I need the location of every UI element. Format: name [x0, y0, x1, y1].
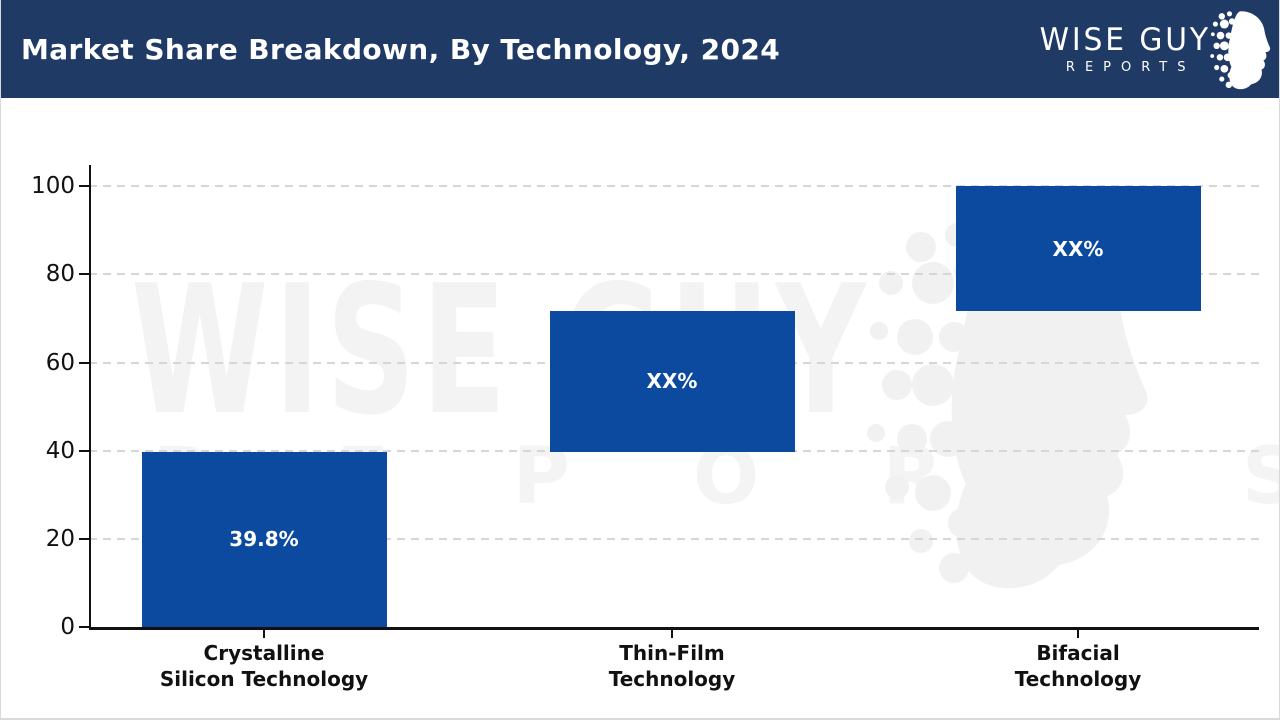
y-tick-label-100: 100 [31, 173, 75, 200]
y-tick-mark-40 [79, 449, 89, 452]
chart-title: Market Share Breakdown, By Technology, 2… [21, 32, 781, 66]
logo-text: WISE GUY REPORTS [1036, 21, 1215, 75]
face-logo-icon [1210, 11, 1271, 90]
bar-segment-2: XX% [549, 311, 795, 452]
y-tick-label-60: 60 [45, 349, 75, 376]
y-tick-label-80: 80 [45, 261, 75, 288]
x-category-label-2-line-1: Thin-Film [619, 641, 725, 665]
gridline-80 [89, 273, 1259, 276]
x-category-label-3-line-1: Bifacial [1036, 641, 1120, 665]
x-category-label-2: Thin-Film Technology [472, 640, 872, 693]
y-tick-mark-0 [79, 626, 89, 628]
wiseguy-reports-logo: WISE GUY REPORTS [1036, 6, 1279, 92]
x-category-label-1-line-1: Crystalline [203, 641, 325, 665]
bar-value-label-2: XX% [646, 369, 698, 394]
x-tick-mark-2 [671, 629, 673, 638]
x-category-label-1: Crystalline Silicon Technology [64, 640, 464, 693]
bar-value-label-1: 39.8% [229, 527, 299, 552]
gridline-100 [89, 185, 1259, 188]
y-tick-label-20: 20 [45, 525, 75, 552]
x-tick-mark-1 [263, 629, 265, 638]
header-bar: Market Share Breakdown, By Technology, 2… [1, 0, 1279, 98]
y-axis-spine [89, 165, 91, 629]
x-tick-mark-3 [1077, 629, 1079, 638]
y-tick-mark-100 [79, 185, 89, 188]
bar-value-label-3: XX% [1052, 236, 1104, 261]
logo-wordmark: WISE GUY [1040, 21, 1212, 58]
bar-segment-3: XX% [955, 186, 1201, 311]
x-category-label-1-line-2: Silicon Technology [159, 667, 369, 692]
y-tick-mark-20 [79, 537, 89, 540]
x-category-label-3: Bifacial Technology [878, 640, 1278, 693]
y-tick-label-40: 40 [45, 437, 75, 464]
logo-subtext: REPORTS [1065, 59, 1196, 75]
y-tick-label-0: 0 [60, 614, 75, 640]
x-axis-spine [89, 627, 1259, 630]
y-tick-mark-60 [79, 361, 89, 364]
gridline-20 [89, 537, 1259, 540]
y-tick-mark-80 [79, 273, 89, 276]
x-category-label-2-line-2: Technology [608, 667, 736, 692]
bar-segment-1: 39.8% [141, 451, 387, 627]
x-category-label-3-line-2: Technology [1014, 667, 1142, 692]
